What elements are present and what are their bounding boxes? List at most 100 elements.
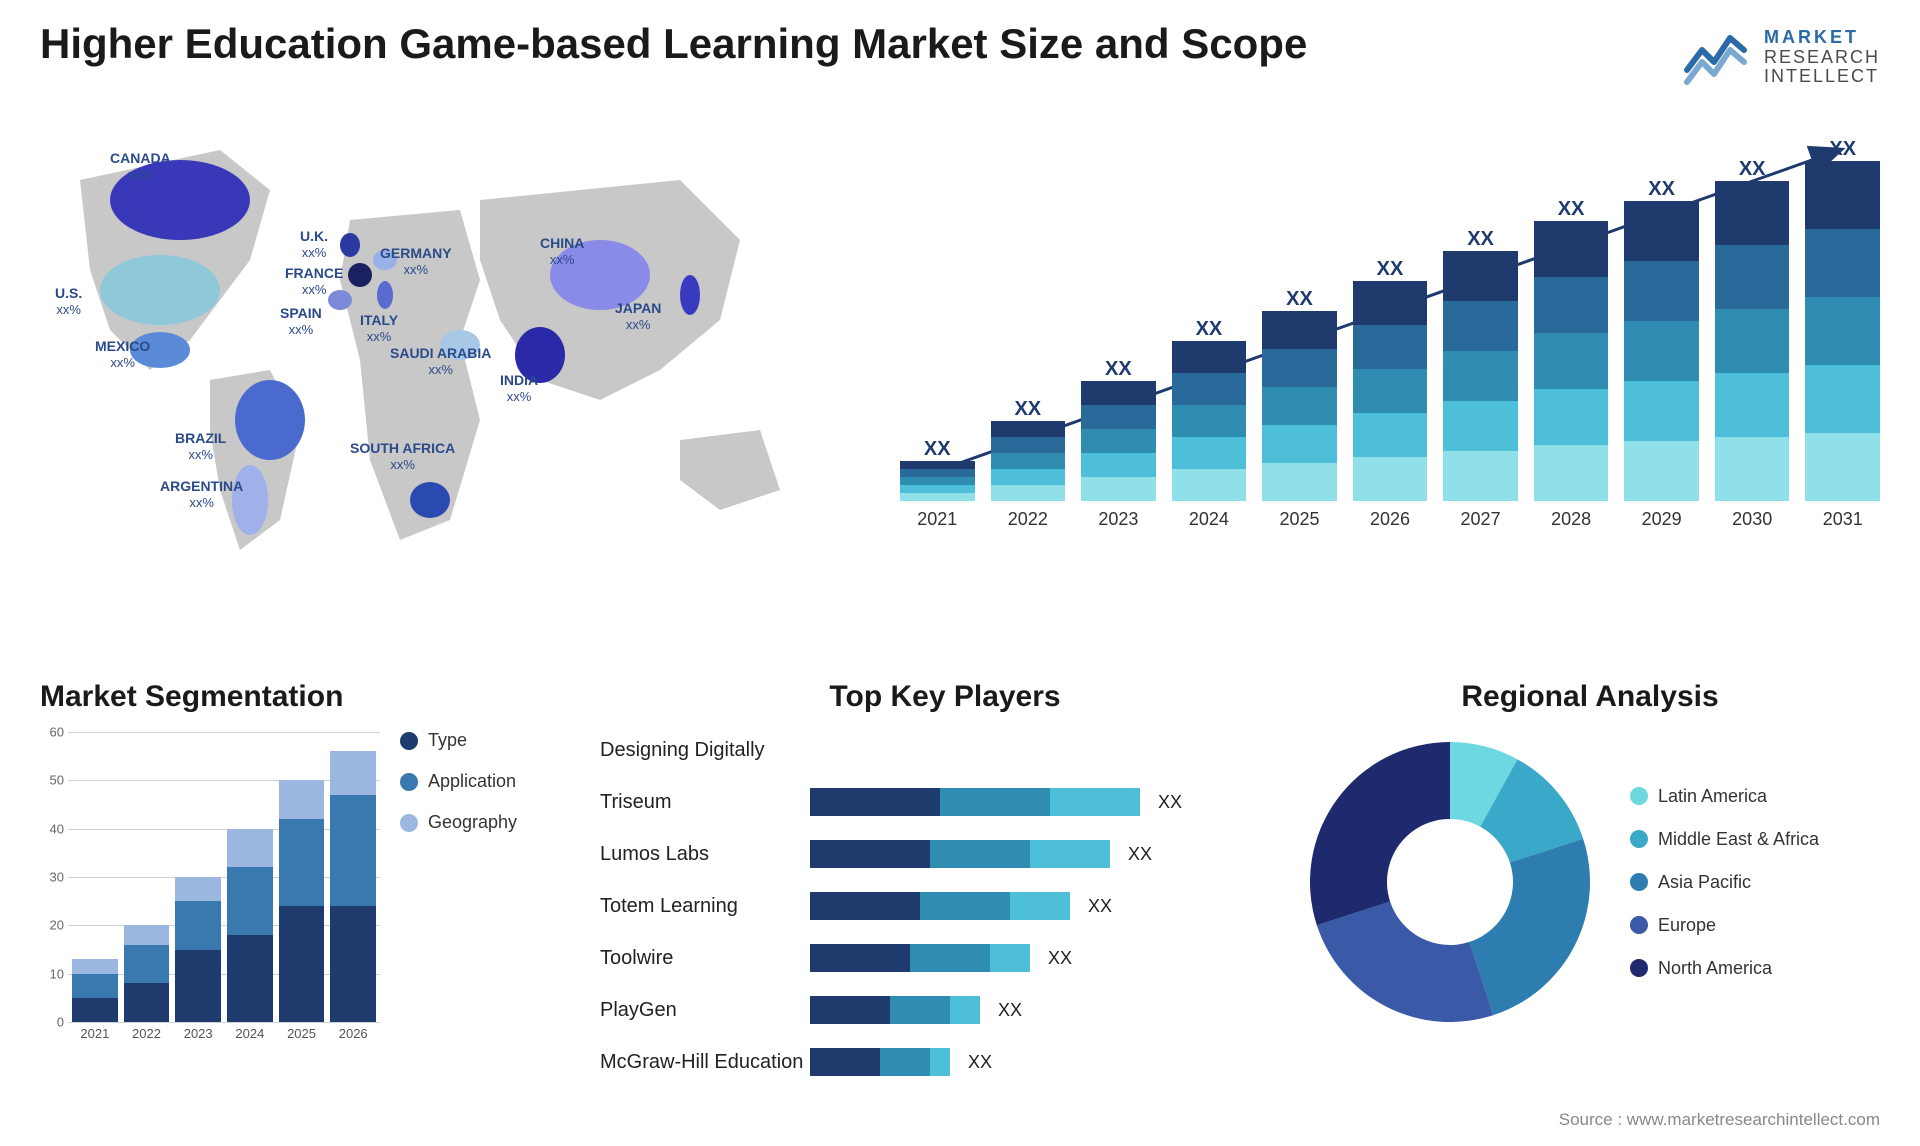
main-bar-2028: XX2028 — [1534, 192, 1609, 530]
main-bar-label: XX — [1739, 158, 1766, 181]
seg-bar-segment — [330, 906, 376, 1022]
main-bar-label: XX — [1196, 318, 1223, 341]
map-country-brazil — [235, 380, 305, 460]
logo-icon — [1682, 20, 1752, 95]
seg-legend-item: Type — [400, 730, 517, 751]
main-bar-segment — [1443, 351, 1518, 401]
player-name: PlayGen — [600, 999, 810, 1022]
seg-bar-segment — [279, 780, 325, 819]
regional-legend: Latin AmericaMiddle East & AfricaAsia Pa… — [1630, 786, 1819, 979]
main-bar-segment — [1534, 277, 1609, 333]
main-bar-segment — [1172, 341, 1247, 373]
player-row: TriseumXX — [600, 780, 1290, 824]
map-country-u.s. — [100, 255, 220, 325]
main-bar-segment — [991, 453, 1066, 469]
main-bar-segment — [1534, 445, 1609, 501]
legend-swatch — [1630, 873, 1648, 891]
region-legend-item: North America — [1630, 958, 1819, 979]
player-value: XX — [1048, 948, 1072, 969]
legend-label: Latin America — [1658, 786, 1767, 807]
main-bar-segment — [1805, 161, 1880, 229]
main-bar-segment — [1262, 349, 1337, 387]
player-row: Totem LearningXX — [600, 884, 1290, 928]
main-bar-segment — [1081, 477, 1156, 501]
donut-segment-asia-pacific — [1469, 839, 1590, 1015]
seg-x-label: 2024 — [227, 1026, 273, 1052]
region-legend-item: Europe — [1630, 915, 1819, 936]
main-bar-year: 2021 — [917, 509, 957, 530]
player-value: XX — [1158, 792, 1182, 813]
world-map: CANADAxx%U.S.xx%MEXICOxx%BRAZILxx%ARGENT… — [40, 120, 860, 560]
seg-bar-segment — [72, 974, 118, 998]
player-bar-segment — [810, 944, 910, 972]
donut-segment-europe — [1317, 901, 1493, 1022]
main-bar-2023: XX2023 — [1081, 352, 1156, 530]
main-bar-segment — [1624, 321, 1699, 381]
main-bar-segment — [1081, 381, 1156, 405]
map-label-japan: JAPANxx% — [615, 300, 661, 332]
main-bar-segment — [1443, 451, 1518, 501]
main-bar-segment — [1715, 373, 1790, 437]
main-bar-segment — [900, 477, 975, 485]
seg-bar-segment — [279, 819, 325, 906]
legend-label: Europe — [1658, 915, 1716, 936]
map-label-spain: SPAINxx% — [280, 305, 322, 337]
player-bar — [810, 840, 1110, 868]
region-legend-item: Middle East & Africa — [1630, 829, 1819, 850]
donut-segment-north-america — [1310, 742, 1450, 925]
main-bar-2022: XX2022 — [991, 392, 1066, 530]
player-row: Lumos LabsXX — [600, 832, 1290, 876]
seg-bar-segment — [227, 867, 273, 935]
main-bar-segment — [1715, 181, 1790, 245]
map-label-germany: GERMANYxx% — [380, 245, 452, 277]
player-bar-segment — [810, 788, 940, 816]
map-label-u.k.: U.K.xx% — [300, 228, 328, 260]
main-bar-2021: XX2021 — [900, 432, 975, 530]
page-title: Higher Education Game-based Learning Mar… — [40, 20, 1307, 68]
main-bar-label: XX — [1377, 258, 1404, 281]
seg-bar-2026 — [330, 751, 376, 1022]
legend-swatch — [1630, 916, 1648, 934]
map-country-france — [348, 263, 372, 287]
main-bar-segment — [1534, 333, 1609, 389]
main-bar-label: XX — [1648, 178, 1675, 201]
legend-label: Middle East & Africa — [1658, 829, 1819, 850]
logo-text-1: MARKET — [1764, 28, 1880, 48]
main-bar-2024: XX 2024 — [1172, 312, 1247, 530]
main-bar-segment — [900, 493, 975, 501]
seg-x-label: 2025 — [279, 1026, 325, 1052]
main-bar-year: 2022 — [1008, 509, 1048, 530]
player-bar-segment — [990, 944, 1030, 972]
main-bar-segment — [1805, 365, 1880, 433]
player-row: ToolwireXX — [600, 936, 1290, 980]
main-bar-segment — [1624, 381, 1699, 441]
seg-x-label: 2022 — [124, 1026, 170, 1052]
player-bar — [810, 892, 1070, 920]
regional-section: Regional Analysis Latin AmericaMiddle Ea… — [1300, 680, 1880, 1032]
player-value: XX — [968, 1052, 992, 1073]
main-bar-2029: XX2029 — [1624, 172, 1699, 530]
seg-y-tick: 30 — [40, 870, 64, 885]
main-bar-segment — [1624, 201, 1699, 261]
main-bar-year: 2024 — [1189, 509, 1229, 530]
player-row: PlayGenXX — [600, 988, 1290, 1032]
map-country-u.k. — [340, 233, 360, 257]
player-bar-segment — [950, 996, 980, 1024]
main-bar-segment — [1534, 389, 1609, 445]
seg-bar-segment — [227, 935, 273, 1022]
seg-bar-segment — [227, 829, 273, 868]
main-bar-2030: XX2030 — [1715, 152, 1790, 530]
map-label-france: FRANCExx% — [285, 265, 343, 297]
main-bar-segment — [1534, 221, 1609, 277]
legend-swatch — [1630, 959, 1648, 977]
main-bar-segment — [1172, 469, 1247, 501]
map-label-mexico: MEXICOxx% — [95, 338, 150, 370]
map-label-india: INDIAxx% — [500, 372, 538, 404]
main-bar-segment — [900, 461, 975, 469]
player-bar-segment — [810, 996, 890, 1024]
seg-legend-item: Geography — [400, 812, 517, 833]
main-bar-segment — [1262, 387, 1337, 425]
seg-y-tick: 20 — [40, 918, 64, 933]
logo-text-3: INTELLECT — [1764, 67, 1880, 87]
seg-bar-segment — [72, 998, 118, 1022]
